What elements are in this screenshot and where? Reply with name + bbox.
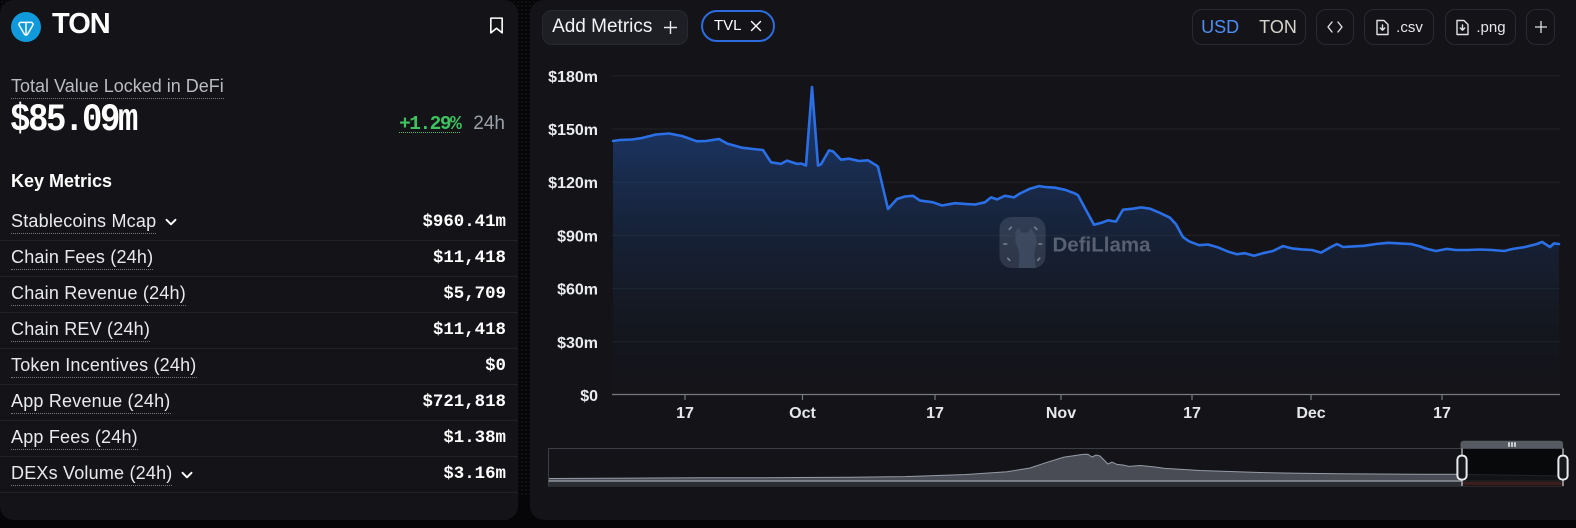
svg-text:$120m: $120m <box>548 175 598 192</box>
svg-text:17: 17 <box>676 405 694 422</box>
svg-text:$180m: $180m <box>548 69 598 86</box>
svg-text:$90m: $90m <box>557 228 598 245</box>
svg-text:$60m: $60m <box>557 282 598 299</box>
svg-text:Nov: Nov <box>1046 405 1076 422</box>
svg-text:17: 17 <box>1183 405 1201 422</box>
svg-text:$30m: $30m <box>557 335 598 352</box>
svg-text:Oct: Oct <box>789 405 816 422</box>
svg-text:Dec: Dec <box>1296 405 1325 422</box>
svg-text:17: 17 <box>926 405 944 422</box>
svg-text:17: 17 <box>1433 405 1451 422</box>
svg-text:DefiLlama: DefiLlama <box>1053 234 1152 257</box>
svg-text:$0: $0 <box>580 388 598 405</box>
svg-text:$150m: $150m <box>548 122 598 139</box>
